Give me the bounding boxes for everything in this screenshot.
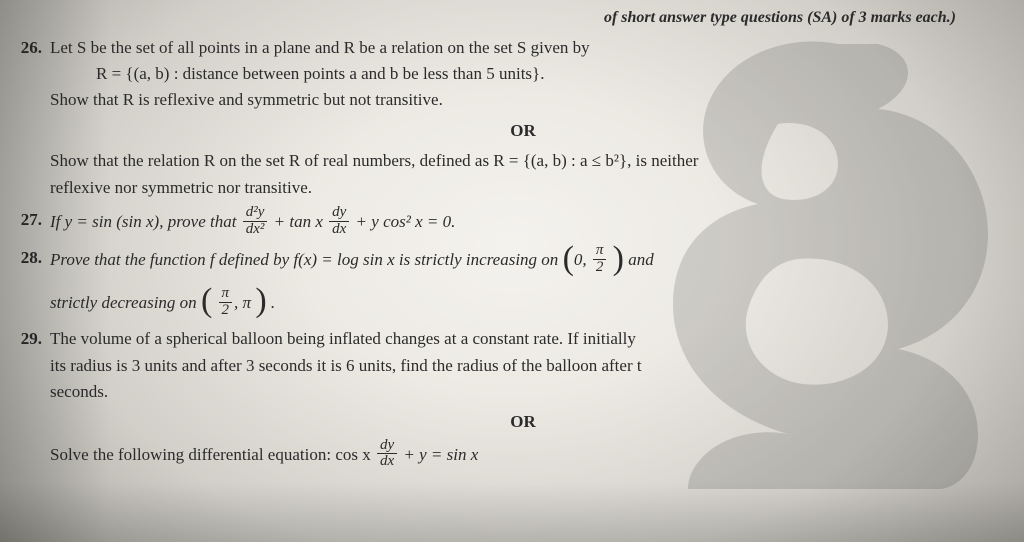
question-29: 29. The volume of a spherical balloon be… xyxy=(48,326,996,472)
question-number: 26. xyxy=(12,35,42,61)
or-label: OR xyxy=(50,409,996,435)
q26-alt-line2: reflexive nor symmetric nor transitive. xyxy=(50,175,996,201)
fraction: d²y dx² xyxy=(243,205,268,238)
question-27: 27. If y = sin (sin x), prove that d²y d… xyxy=(48,207,996,240)
q29-line2: its radius is 3 units and after 3 second… xyxy=(50,353,996,379)
fraction: dy dx xyxy=(377,438,397,471)
q28-line2: strictly decreasing on ( π 2 , π ) . xyxy=(50,288,996,321)
fraction: dy dx xyxy=(329,205,349,238)
question-26: 26. Let S be the set of all points in a … xyxy=(48,35,996,201)
q26-alt-line1: Show that the relation R on the set R of… xyxy=(50,148,996,174)
q26-show: Show that R is reflexive and symmetric b… xyxy=(50,87,996,113)
question-28: 28. Prove that the function f defined by… xyxy=(48,245,996,320)
or-label: OR xyxy=(50,118,996,144)
question-number: 29. xyxy=(12,326,42,352)
q29-line1: The volume of a spherical balloon being … xyxy=(50,326,996,352)
section-header-partial: of short answer type questions (SA) of 3… xyxy=(48,6,996,31)
question-number: 28. xyxy=(12,245,42,271)
question-number: 27. xyxy=(12,207,42,233)
q29-alt: Solve the following differential equatio… xyxy=(50,440,996,473)
q28-line1: Prove that the function f defined by f(x… xyxy=(50,245,996,278)
q29-line3: seconds. xyxy=(50,379,996,405)
fraction: π 2 xyxy=(219,286,233,319)
exam-page: of short answer type questions (SA) of 3… xyxy=(0,0,1024,542)
q27-text: If y = sin (sin x), prove that d²y dx² +… xyxy=(50,212,455,231)
fraction: π 2 xyxy=(593,243,607,276)
q26-line1: Let S be the set of all points in a plan… xyxy=(50,35,996,61)
q26-relation-def: R = {(a, b) : distance between points a … xyxy=(50,61,996,87)
